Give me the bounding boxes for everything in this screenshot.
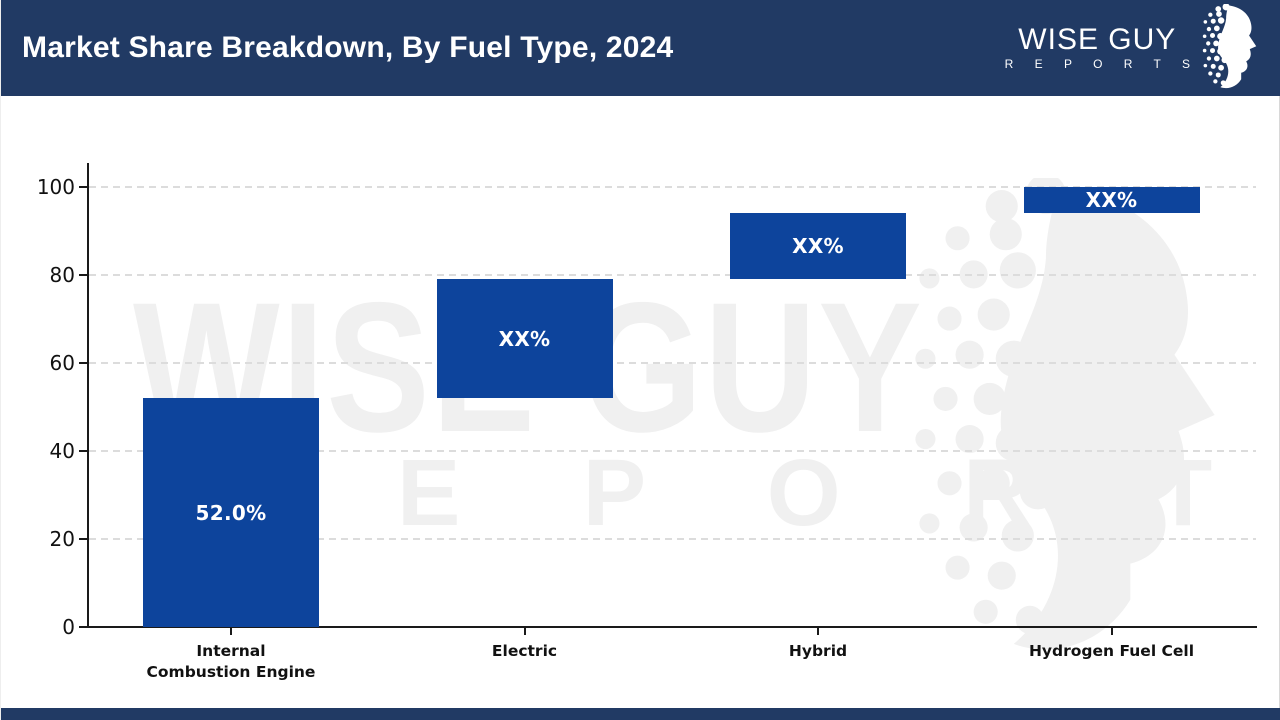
gridline-80 <box>89 274 1256 276</box>
header-bar: Market Share Breakdown, By Fuel Type, 20… <box>1 0 1280 96</box>
category-label-line: Internal <box>196 642 266 660</box>
y-tick-80 <box>79 274 87 276</box>
category-label-0: Internal Combustion Engine <box>101 641 361 683</box>
y-tick-100 <box>79 186 87 188</box>
y-tick-label-0: 0 <box>62 615 75 639</box>
category-label-line: Hydrogen Fuel Cell <box>1028 642 1195 660</box>
logo-wordmark: WISE GUY <box>1018 23 1177 56</box>
bar-electric: XX% <box>436 279 613 399</box>
x-tick-2 <box>817 628 819 635</box>
logo-text: WISE GUY R E P O R T S <box>996 23 1199 71</box>
y-tick-label-40: 40 <box>49 439 75 463</box>
category-label-2: Hybrid <box>688 641 948 662</box>
bar-internal-combustion-engine: 52.0% <box>143 398 319 627</box>
x-tick-0 <box>230 628 232 635</box>
bar-hydrogen-fuel-cell: XX% <box>1023 187 1200 214</box>
bar-value-label: XX% <box>1085 188 1138 213</box>
x-tick-1 <box>523 628 526 635</box>
logo-reports-text: R E P O R T S <box>1004 57 1199 71</box>
gridline-100 <box>89 186 1256 188</box>
y-tick-60 <box>79 362 87 364</box>
y-tick-label-100: 100 <box>36 175 75 199</box>
gridline-60 <box>89 362 1256 364</box>
category-label-line: Combustion Engine <box>146 663 316 681</box>
category-label-line: Electric <box>491 642 558 660</box>
category-label-line: Hybrid <box>788 642 848 660</box>
category-label-3: Hydrogen Fuel Cell <box>982 641 1242 662</box>
page-title: Market Share Breakdown, By Fuel Type, 20… <box>22 31 674 64</box>
bar-value-label: XX% <box>498 326 551 351</box>
y-tick-0 <box>79 626 87 628</box>
bar-value-label: 52.0% <box>195 500 267 525</box>
logo-head-icon <box>1202 4 1257 89</box>
y-tick-label-60: 60 <box>49 351 75 375</box>
footer-bar <box>1 708 1280 720</box>
category-label-1: Electric <box>395 641 655 662</box>
y-tick-40 <box>79 450 87 452</box>
bar-value-label: XX% <box>792 234 844 259</box>
bar-hybrid: XX% <box>730 213 906 280</box>
y-axis-line <box>87 163 89 628</box>
y-tick-label-20: 20 <box>49 527 75 551</box>
y-tick-label-80: 80 <box>49 263 75 287</box>
wise-guy-reports-logo: WISE GUY R E P O R T S <box>996 4 1269 90</box>
gridline-40 <box>89 450 1256 452</box>
x-tick-3 <box>1110 628 1113 635</box>
gridline-20 <box>89 538 1256 540</box>
y-tick-20 <box>79 538 87 540</box>
x-axis-line <box>87 626 1257 628</box>
